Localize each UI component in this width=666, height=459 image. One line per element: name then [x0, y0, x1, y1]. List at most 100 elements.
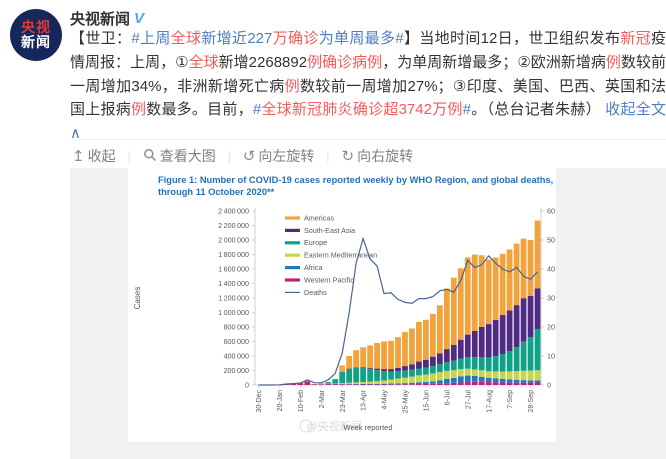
avatar-text-line2: 新闻	[21, 34, 51, 50]
svg-text:7-Sep: 7-Sep	[507, 390, 514, 409]
bar-segment	[374, 370, 380, 382]
bar-segment	[325, 382, 332, 384]
svg-text:2-Mar: 2-Mar	[319, 389, 326, 408]
bar-segment	[450, 277, 457, 345]
bar-segment	[457, 339, 464, 359]
svg-text:2 400 000: 2 400 000	[218, 206, 249, 215]
bar-segment	[360, 367, 367, 369]
bar-segment	[360, 381, 367, 384]
svg-text:South-East Asia: South-East Asia	[304, 226, 355, 235]
bar-segment	[471, 375, 478, 382]
bar-segment	[416, 321, 422, 362]
rotate-left-button[interactable]: ↺ 向左旋转	[231, 146, 327, 166]
username[interactable]: 央视新闻	[70, 10, 131, 28]
hashtag-link[interactable]: #	[252, 101, 262, 119]
bar-segment	[423, 374, 429, 382]
hashtag-link[interactable]: 为单周最多#	[318, 30, 404, 47]
image-toolbar: ↥ 收起 | 查看大图 | ↺ 向左旋转 | ↻ 向右旋转	[70, 139, 666, 166]
bar-segment	[471, 254, 478, 331]
bar-segment	[443, 383, 450, 385]
bar-segment	[360, 368, 367, 382]
svg-text:13-Apr: 13-Apr	[361, 389, 368, 411]
bar-segment	[367, 383, 373, 385]
hashtag-link[interactable]: 收起全文∧	[70, 101, 666, 143]
svg-text:1 000 000: 1 000 000	[218, 308, 249, 317]
bar-segment	[506, 249, 513, 311]
axes: 0 200 000 400 000 600 000 800 000 1 000 000 1 …	[133, 206, 556, 389]
bar-segment	[492, 356, 499, 372]
view-large-image-label: 查看大图	[159, 148, 216, 164]
avatar[interactable]: 央视 新闻	[10, 9, 62, 61]
bar-segment	[464, 368, 471, 376]
hashtag-link[interactable]: #	[462, 101, 471, 119]
rotate-left-label: 向左旋转	[258, 148, 315, 164]
covid-weekly-chart: Figure 1: Number of COVID-19 cases repor…	[133, 175, 556, 433]
svg-text:15-Jun: 15-Jun	[424, 390, 431, 412]
bar-segment	[388, 379, 394, 384]
bar-segment	[499, 354, 506, 372]
plain-text: 数较前一周增加27%；③印度、美国、巴西、英国和法国上报病	[70, 77, 666, 119]
bar-segment	[318, 384, 325, 385]
bar-segment	[478, 381, 485, 385]
bar-segment	[520, 370, 527, 381]
bar-segment	[457, 268, 464, 340]
bar-segment	[478, 357, 485, 371]
svg-text:Eastern Mediterranean: Eastern Mediterranean	[304, 251, 377, 260]
bar-segment	[367, 384, 373, 385]
bar-segment	[332, 379, 339, 384]
plain-text: 新增2268892	[218, 53, 308, 71]
bar-segment	[395, 337, 401, 368]
bar-segment	[395, 367, 401, 372]
bar-segment	[457, 358, 464, 370]
bar-segment	[388, 383, 394, 385]
bar-segment	[374, 384, 380, 385]
bar-segment	[429, 313, 436, 357]
bar-segment	[353, 384, 360, 385]
bar-segment	[464, 257, 471, 335]
svg-text:2 000 000: 2 000 000	[218, 235, 249, 244]
svg-text:50 000: 50 000	[547, 235, 556, 244]
bar-segment	[423, 367, 429, 375]
bar-segment	[374, 383, 380, 385]
svg-text:1 400 000: 1 400 000	[218, 279, 249, 288]
bar-segment	[492, 257, 499, 320]
collapse-label: 收起	[87, 148, 116, 164]
bar-segment	[450, 370, 457, 378]
bar-segment	[478, 326, 485, 358]
collapse-button[interactable]: ↥ 收起	[70, 146, 128, 166]
bar-segment	[367, 368, 373, 370]
bar-segment	[471, 357, 478, 370]
hashtag-link[interactable]: 新增近227	[201, 30, 273, 47]
chart-legend: Americas South-East Asia Europe Eastern Med…	[285, 213, 377, 297]
svg-text:30 000: 30 000	[547, 293, 556, 302]
rotate-right-button[interactable]: ↻ 向右旋转	[330, 146, 426, 166]
bar-segment	[520, 238, 527, 299]
plain-text: 数最多。目前，	[146, 101, 253, 119]
bar-segment	[311, 384, 318, 385]
highlighted-keyword: 例	[605, 53, 621, 71]
bar-segment	[332, 384, 339, 385]
plain-text: 数较前一周增加34%，非洲新增死亡病	[70, 53, 666, 95]
x-axis-title: Week reported	[343, 423, 392, 432]
chart-image[interactable]: Figure 1: Number of COVID-19 cases repor…	[128, 168, 556, 442]
deaths-line	[258, 236, 538, 386]
highlighted-keyword: 例	[130, 101, 147, 119]
stacked-bars	[269, 220, 541, 386]
bar-segment	[464, 334, 471, 358]
bar-segment	[492, 382, 499, 385]
bar-segment	[443, 349, 450, 363]
bar-segment	[450, 382, 457, 385]
bar-segment	[409, 376, 415, 383]
x-axis-labels: 30-Dec 20-Jan 10-Feb 2-Mar 23-Mar 13-Apr 4-May…	[256, 385, 535, 432]
hashtag-link[interactable]: #上周	[131, 30, 171, 47]
bar-segment	[457, 376, 464, 383]
bar-segment	[409, 369, 415, 377]
highlighted-keyword: 全球新冠肺炎确诊超3742万例	[261, 101, 463, 119]
bar-segment	[478, 370, 485, 377]
svg-text:60 000: 60 000	[547, 206, 556, 215]
view-large-image-button[interactable]: 查看大图	[131, 146, 228, 166]
bar-segment	[520, 380, 527, 383]
watermark: @央视新闻	[299, 419, 362, 433]
bar-segment	[381, 384, 387, 385]
bar-segment	[395, 378, 401, 384]
